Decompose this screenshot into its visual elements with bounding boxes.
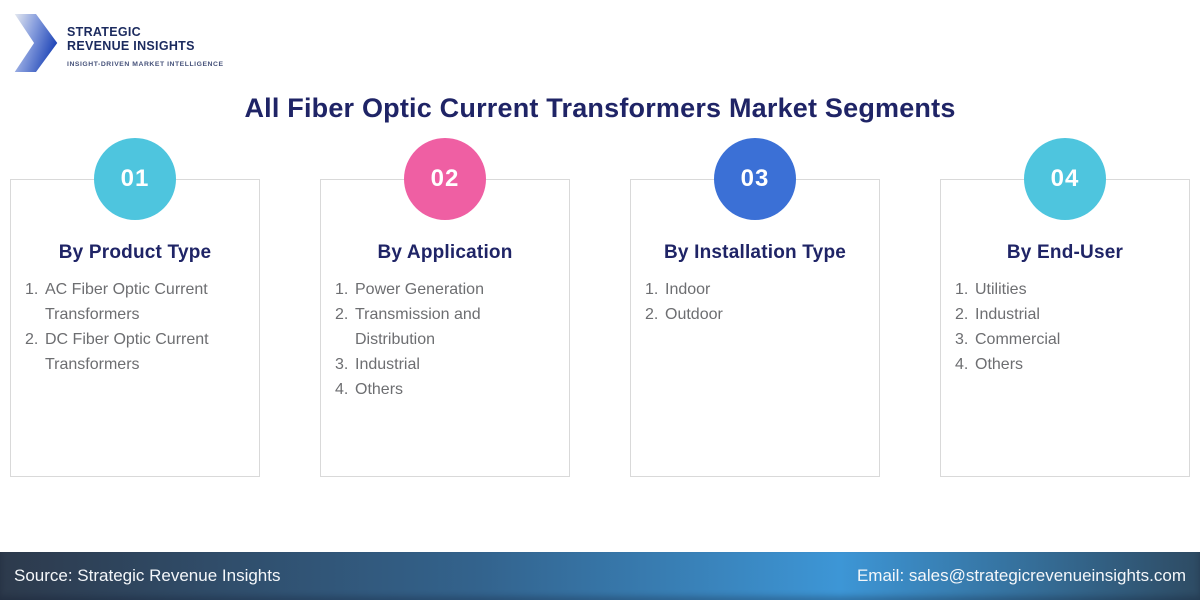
list-item-text: Industrial <box>975 306 1040 323</box>
segment-number: 04 <box>1050 165 1080 192</box>
segment-list-item: 1. Power Generation <box>335 277 557 302</box>
segment-card-body: By End-User 1. Utilities 2. Industrial 3. Com… <box>940 179 1190 477</box>
segment-list-item: 4. Others <box>335 377 557 402</box>
list-item-text: DC Fiber Optic Current Transformers <box>45 331 209 373</box>
list-item-number: 4. <box>955 356 969 373</box>
brand-logo: STRATEGIC REVENUE INSIGHTS INSIGHT-DRIVE… <box>14 14 224 72</box>
segment-list-item: 2. Outdoor <box>645 302 867 327</box>
list-item-text: Commercial <box>975 331 1061 348</box>
segment-card-body: By Application 1. Power Generation 2. Trans… <box>320 179 570 477</box>
list-item-text: Industrial <box>355 356 420 373</box>
segment-number-badge: 03 <box>714 138 796 220</box>
list-item-number: 3. <box>335 356 349 373</box>
segment-list: 1. Power Generation 2. Transmission and Dis… <box>333 277 557 402</box>
list-item-number: 1. <box>955 281 969 298</box>
segment-list: 1. AC Fiber Optic Current Transformers 2. D… <box>23 277 247 377</box>
segment-list-item: 2. Industrial <box>955 302 1177 327</box>
list-item-number: 2. <box>335 306 349 323</box>
segment-list-item: 1. Utilities <box>955 277 1177 302</box>
segment-number: 01 <box>120 165 150 192</box>
segment-number-badge: 02 <box>404 138 486 220</box>
list-item-text: Power Generation <box>355 281 484 298</box>
segment-card-end-user: 04 By End-User 1. Utilities 2. Industrial 3.… <box>940 138 1190 477</box>
page-title: All Fiber Optic Current Transformers Mar… <box>244 93 956 123</box>
footer-source: Source: Strategic Revenue Insights <box>14 566 281 585</box>
list-item-text: Indoor <box>665 281 711 298</box>
segment-number: 03 <box>740 165 770 192</box>
list-item-text: AC Fiber Optic Current Transformers <box>45 281 208 323</box>
segment-list: 1. Indoor 2. Outdoor <box>643 277 867 327</box>
list-item-text: Outdoor <box>665 306 723 323</box>
segment-card-body: By Product Type 1. AC Fiber Optic Current… <box>10 179 260 477</box>
footer-bar: Source: Strategic Revenue Insights Email… <box>0 552 1200 600</box>
segment-list-item: 3. Commercial <box>955 327 1177 352</box>
segment-list-item: 4. Others <box>955 352 1177 377</box>
list-item-number: 1. <box>645 281 659 298</box>
list-item-text: Others <box>355 381 404 398</box>
segment-list-item: 1. Indoor <box>645 277 867 302</box>
segment-title: By Installation Type <box>663 242 847 263</box>
segment-card-installation-type: 03 By Installation Type 1. Indoor 2. Outdoo… <box>630 138 880 477</box>
list-item-number: 3. <box>955 331 969 348</box>
segment-title: By Application <box>377 242 513 263</box>
segment-card-product-type: 01 By Product Type 1. AC Fiber Optic Curr… <box>10 138 260 477</box>
list-item-number: 2. <box>955 306 969 323</box>
list-item-number: 2. <box>25 331 39 348</box>
brand-name-line1: STRATEGIC <box>67 25 141 39</box>
list-item-number: 2. <box>645 306 659 323</box>
segments-row: 01 By Product Type 1. AC Fiber Optic Curr… <box>0 138 1200 477</box>
segment-number: 02 <box>430 165 460 192</box>
segment-list-item: 1. AC Fiber Optic Current Transformers <box>25 277 247 327</box>
segment-list-item: 2. Transmission and Distribution <box>335 302 557 352</box>
segment-card-application: 02 By Application 1. Power Generation 2. Tr… <box>320 138 570 477</box>
footer-email: Email: sales@strategicrevenueinsights.co… <box>856 566 1186 585</box>
list-item-number: 1. <box>335 281 349 298</box>
segment-title: By Product Type <box>58 242 212 263</box>
list-item-number: 4. <box>335 381 349 398</box>
list-item-text: Others <box>975 356 1024 373</box>
brand-text: STRATEGIC REVENUE INSIGHTS INSIGHT-DRIVE… <box>67 14 224 68</box>
segment-list-item: 3. Industrial <box>335 352 557 377</box>
brand-tagline: INSIGHT-DRIVEN MARKET INTELLIGENCE <box>67 61 224 68</box>
segment-number-badge: 04 <box>1024 138 1106 220</box>
list-item-number: 1. <box>25 281 39 298</box>
list-item-text: Utilities <box>975 281 1027 298</box>
segment-list-item: 2. DC Fiber Optic Current Transformers <box>25 327 247 377</box>
segment-list: 1. Utilities 2. Industrial 3. Commercial 4. Oth… <box>953 277 1177 377</box>
segment-card-body: By Installation Type 1. Indoor 2. Outdoor <box>630 179 880 477</box>
list-item-text: Transmission and Distribution <box>355 306 481 348</box>
chevron-logo-icon <box>14 14 58 72</box>
segment-number-badge: 01 <box>94 138 176 220</box>
segment-title: By End-User <box>1006 242 1124 263</box>
brand-name-line2: REVENUE INSIGHTS <box>67 39 195 53</box>
